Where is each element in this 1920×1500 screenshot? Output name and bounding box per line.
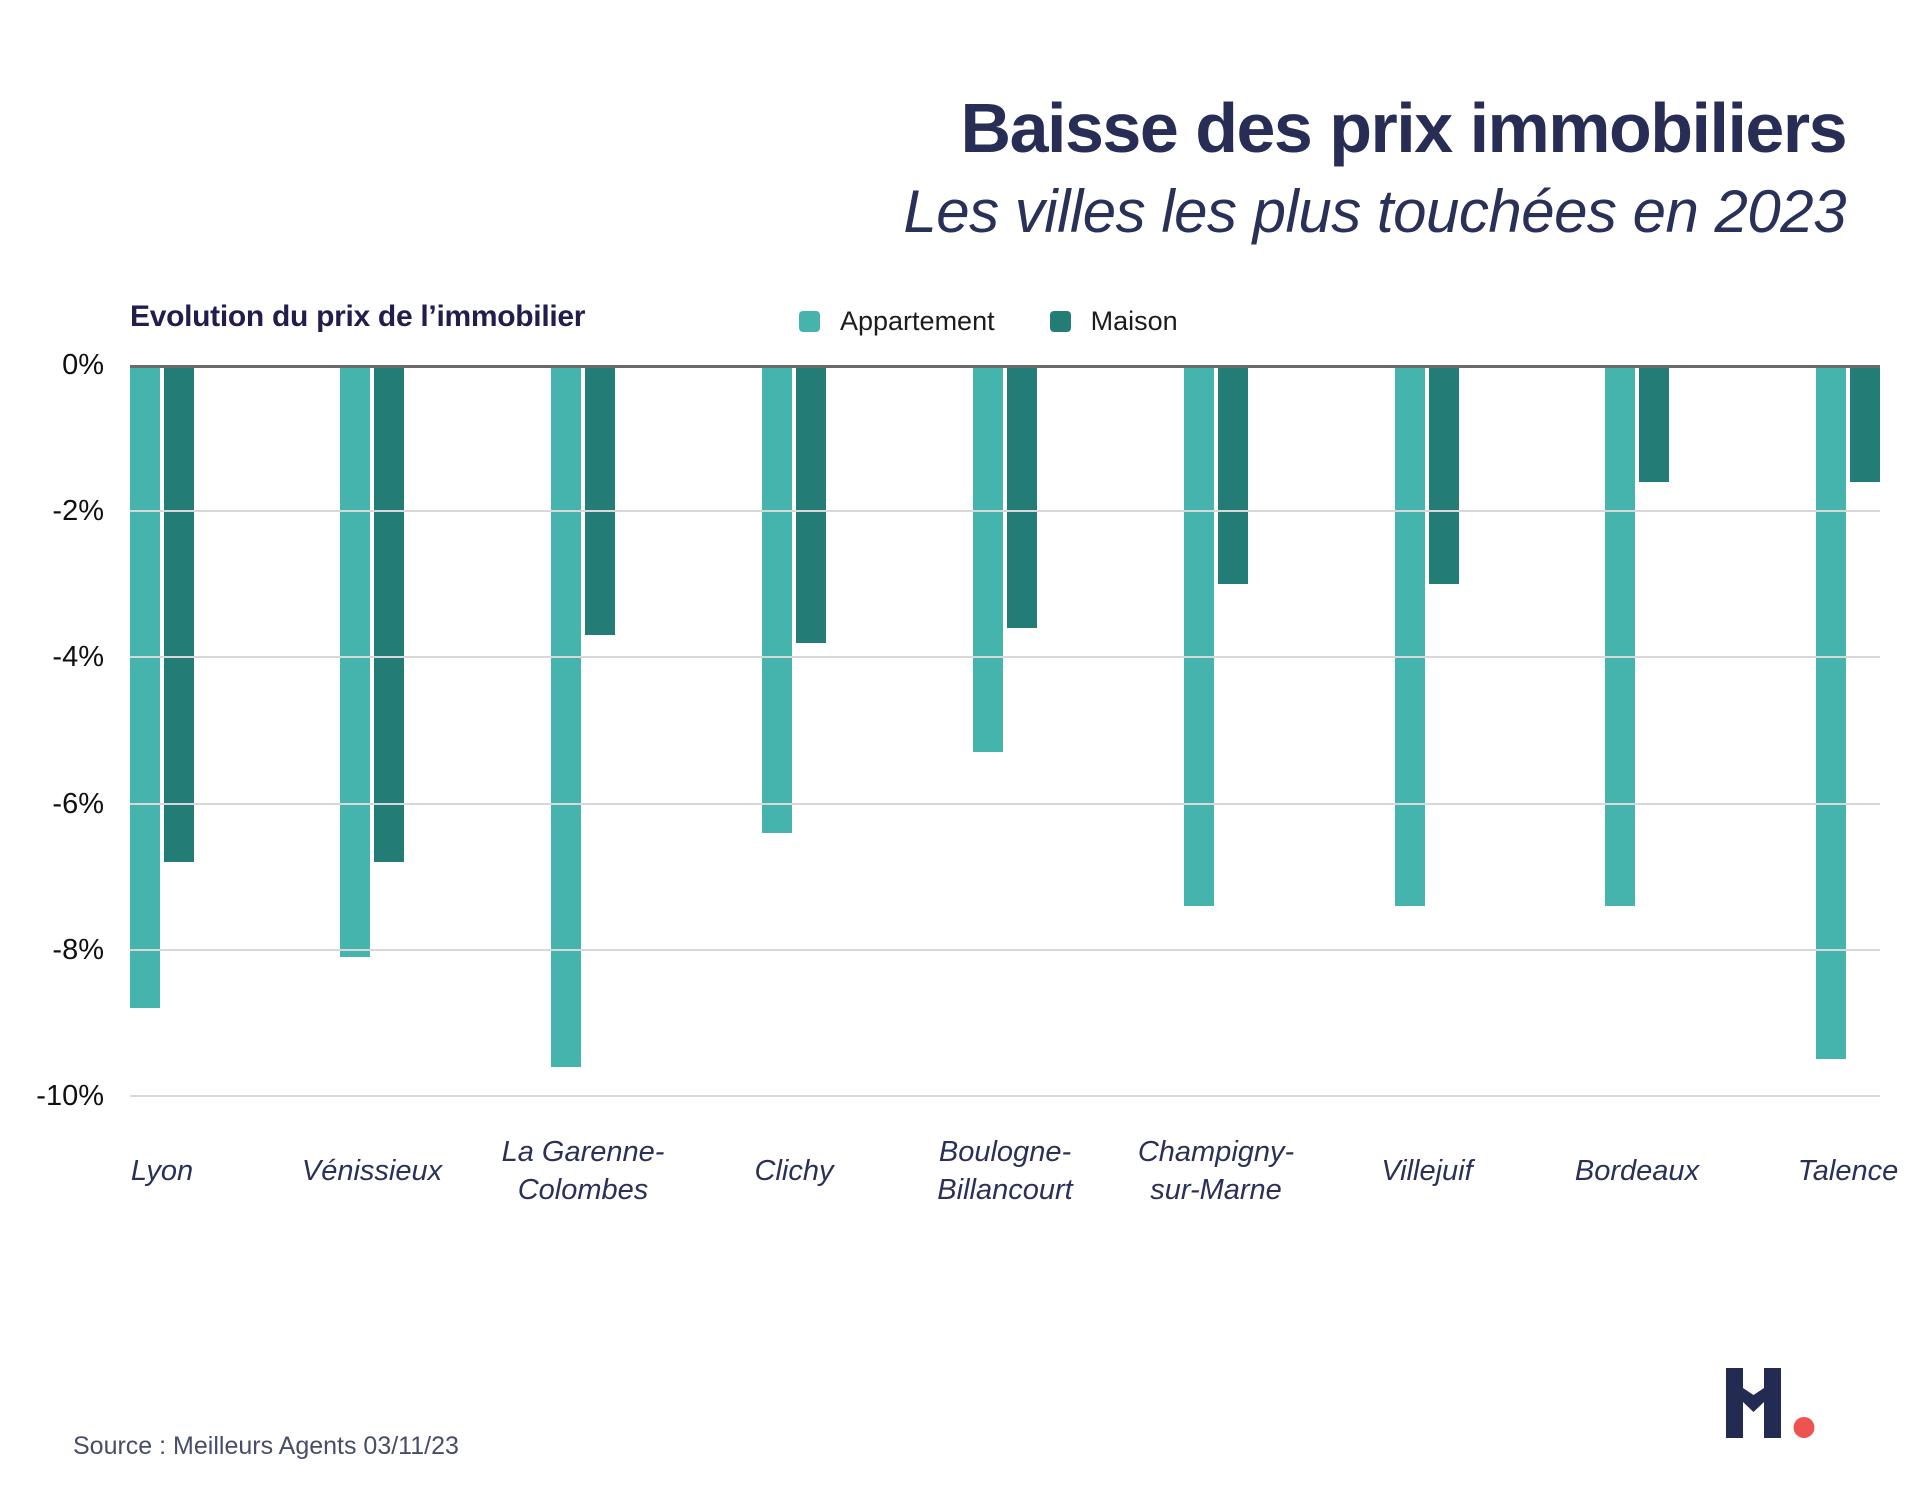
x-axis-label-champigny-sur-marne: Champigny-sur-Marne	[1137, 1136, 1295, 1206]
gridline-0%	[130, 365, 1880, 368]
appartement-swatch-icon	[799, 311, 820, 332]
bar-appartement-villejuif	[1395, 367, 1425, 906]
page-title: Baisse des prix immobiliers	[960, 89, 1848, 167]
logo-red-dot-icon	[1793, 1417, 1815, 1438]
gridline--6%	[130, 803, 1880, 805]
x-axis-label-villejuif: Villejuif	[1381, 1155, 1473, 1188]
gridline--10%	[130, 1095, 1880, 1097]
source-caption: Source : Meilleurs Agents 03/11/23	[73, 1432, 459, 1460]
maison-swatch-icon	[1049, 311, 1071, 332]
y-tick-label--2%: -2%	[52, 495, 104, 527]
chart-title: Evolution du prix de l’immobilier	[130, 300, 586, 333]
chart-plot	[130, 365, 1880, 1097]
legend-label-maison: Maison	[1090, 306, 1178, 336]
bar-appartement-talence	[1816, 367, 1846, 1059]
header: Baisse des prix immobiliers Les villes l…	[903, 89, 1848, 245]
logo-h-letter	[1726, 1368, 1781, 1438]
legend-item-appartement: Appartement	[799, 306, 995, 337]
y-tick-label--6%: -6%	[52, 788, 104, 820]
gridline--4%	[130, 656, 1880, 658]
page-subtitle: Les villes les plus touchées en 2023	[903, 177, 1846, 245]
bar-appartement-clichy	[762, 367, 792, 833]
bar-maison-boulogne-billancourt	[1007, 367, 1037, 628]
bar-maison-talence	[1850, 367, 1880, 482]
x-axis-label-talence: Talence	[1797, 1155, 1899, 1188]
bar-maison-lyon	[164, 367, 194, 862]
x-axis-label-clichy: Clichy	[754, 1155, 834, 1188]
x-axis-label-bordeaux: Bordeaux	[1574, 1155, 1700, 1188]
x-axis-label-lyon: Lyon	[130, 1155, 194, 1188]
bar-maison-champigny-sur-marne	[1218, 367, 1248, 584]
bar-maison-clichy	[796, 367, 826, 643]
gridline--2%	[130, 510, 1880, 512]
legend-label-appartement: Appartement	[840, 306, 995, 336]
x-axis-label-la-garenne-colombes: La Garenne- Colombes	[501, 1136, 665, 1206]
x-axis-label-boulogne-billancourt: Boulogne- Billancourt	[937, 1136, 1073, 1206]
bar-appartement-v-nissieux	[340, 367, 370, 957]
x-axis-label-v-nissieux: Vénissieux	[301, 1155, 443, 1188]
y-tick-label-0%: 0%	[62, 349, 104, 381]
legend-item-maison: Maison	[1049, 306, 1178, 337]
bar-maison-villejuif	[1429, 367, 1459, 584]
bar-maison-v-nissieux	[374, 367, 404, 862]
legend: Appartement Maison	[799, 306, 1178, 337]
bar-appartement-boulogne-billancourt	[973, 367, 1003, 752]
bar-maison-la-garenne-colombes	[585, 367, 615, 635]
bar-appartement-bordeaux	[1605, 367, 1635, 906]
brand-logo	[1726, 1368, 1815, 1438]
bar-appartement-champigny-sur-marne	[1184, 367, 1214, 906]
y-tick-label--10%: -10%	[36, 1080, 104, 1112]
bar-maison-bordeaux	[1639, 367, 1669, 482]
y-tick-label--8%: -8%	[52, 934, 104, 966]
gridline--8%	[130, 949, 1880, 951]
y-tick-label--4%: -4%	[52, 641, 104, 673]
bar-appartement-lyon	[130, 367, 160, 1008]
